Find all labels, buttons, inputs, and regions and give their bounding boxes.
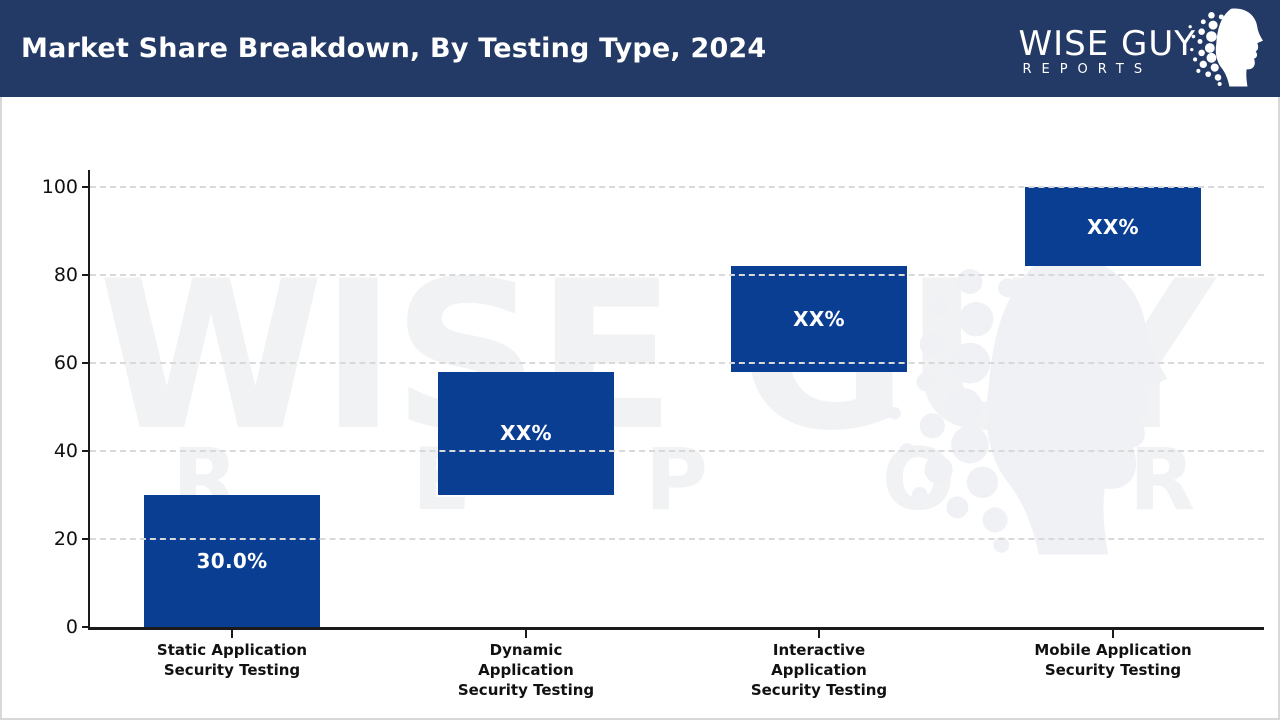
x-axis-tick	[231, 630, 233, 638]
y-axis-tick-label: 20	[53, 528, 78, 550]
y-axis-tick-label: 80	[53, 264, 78, 286]
waterfall-chart: 30.0% XX% XX% XX% 0 20 40 60 80 100 Static Applica…	[2, 97, 1278, 716]
y-axis-tick	[82, 274, 90, 276]
bar-static-application-security-testing: 30.0%	[144, 495, 320, 627]
y-axis-tick	[82, 538, 90, 540]
x-axis-category-label: Static Application Security Testing	[156, 641, 308, 679]
x-axis-category-label: Interactive Application Security Testing	[750, 641, 888, 699]
x-axis-tick	[525, 630, 527, 638]
y-axis-tick	[82, 362, 90, 364]
y-axis-tick	[82, 186, 90, 188]
logo-head-icon	[1188, 8, 1263, 87]
logo-sub-text: REPORTS	[1022, 61, 1153, 77]
y-axis-tick-label: 100	[41, 176, 78, 198]
gridline-80	[90, 274, 1264, 276]
x-axis-category-label: Dynamic Application Security Testing	[457, 641, 595, 699]
y-axis-tick	[82, 626, 90, 628]
x-axis-category-label: Mobile Application Security Testing	[1034, 641, 1192, 679]
bar-mobile-application-security-testing: XX%	[1025, 187, 1201, 267]
bar-value-label: XX%	[793, 306, 845, 331]
header: Market Share Breakdown, By Testing Type,…	[0, 0, 1280, 97]
y-axis-tick-label: 0	[65, 616, 78, 638]
gridline-40	[90, 450, 1264, 452]
bar-dynamic-application-security-testing: XX%	[438, 371, 614, 495]
page-title: Market Share Breakdown, By Testing Type,…	[21, 33, 767, 64]
x-axis-tick	[818, 630, 820, 638]
bar-value-label: XX%	[500, 421, 552, 446]
wise-guy-logo: WISE GUY REPORTS	[1018, 4, 1272, 92]
y-axis-tick-label: 60	[53, 352, 78, 374]
chart-area: WISE GUY R E P O R T S	[2, 97, 1278, 716]
bar-value-label: XX%	[1087, 214, 1139, 239]
bar-interactive-application-security-testing: XX%	[731, 266, 907, 372]
gridline-100	[90, 186, 1264, 188]
x-axis-tick	[1112, 630, 1114, 638]
y-axis-line	[88, 170, 90, 630]
y-axis-tick	[82, 450, 90, 452]
gridline-60	[90, 362, 1264, 364]
logo-brand-text: WISE GUY	[1018, 23, 1196, 64]
x-axis-line	[88, 627, 1264, 630]
gridline-20	[90, 538, 1264, 540]
logo-wordmark: WISE GUY REPORTS	[1018, 26, 1196, 77]
bar-value-label: 30.0%	[196, 549, 268, 573]
y-axis-tick-label: 40	[53, 440, 78, 462]
